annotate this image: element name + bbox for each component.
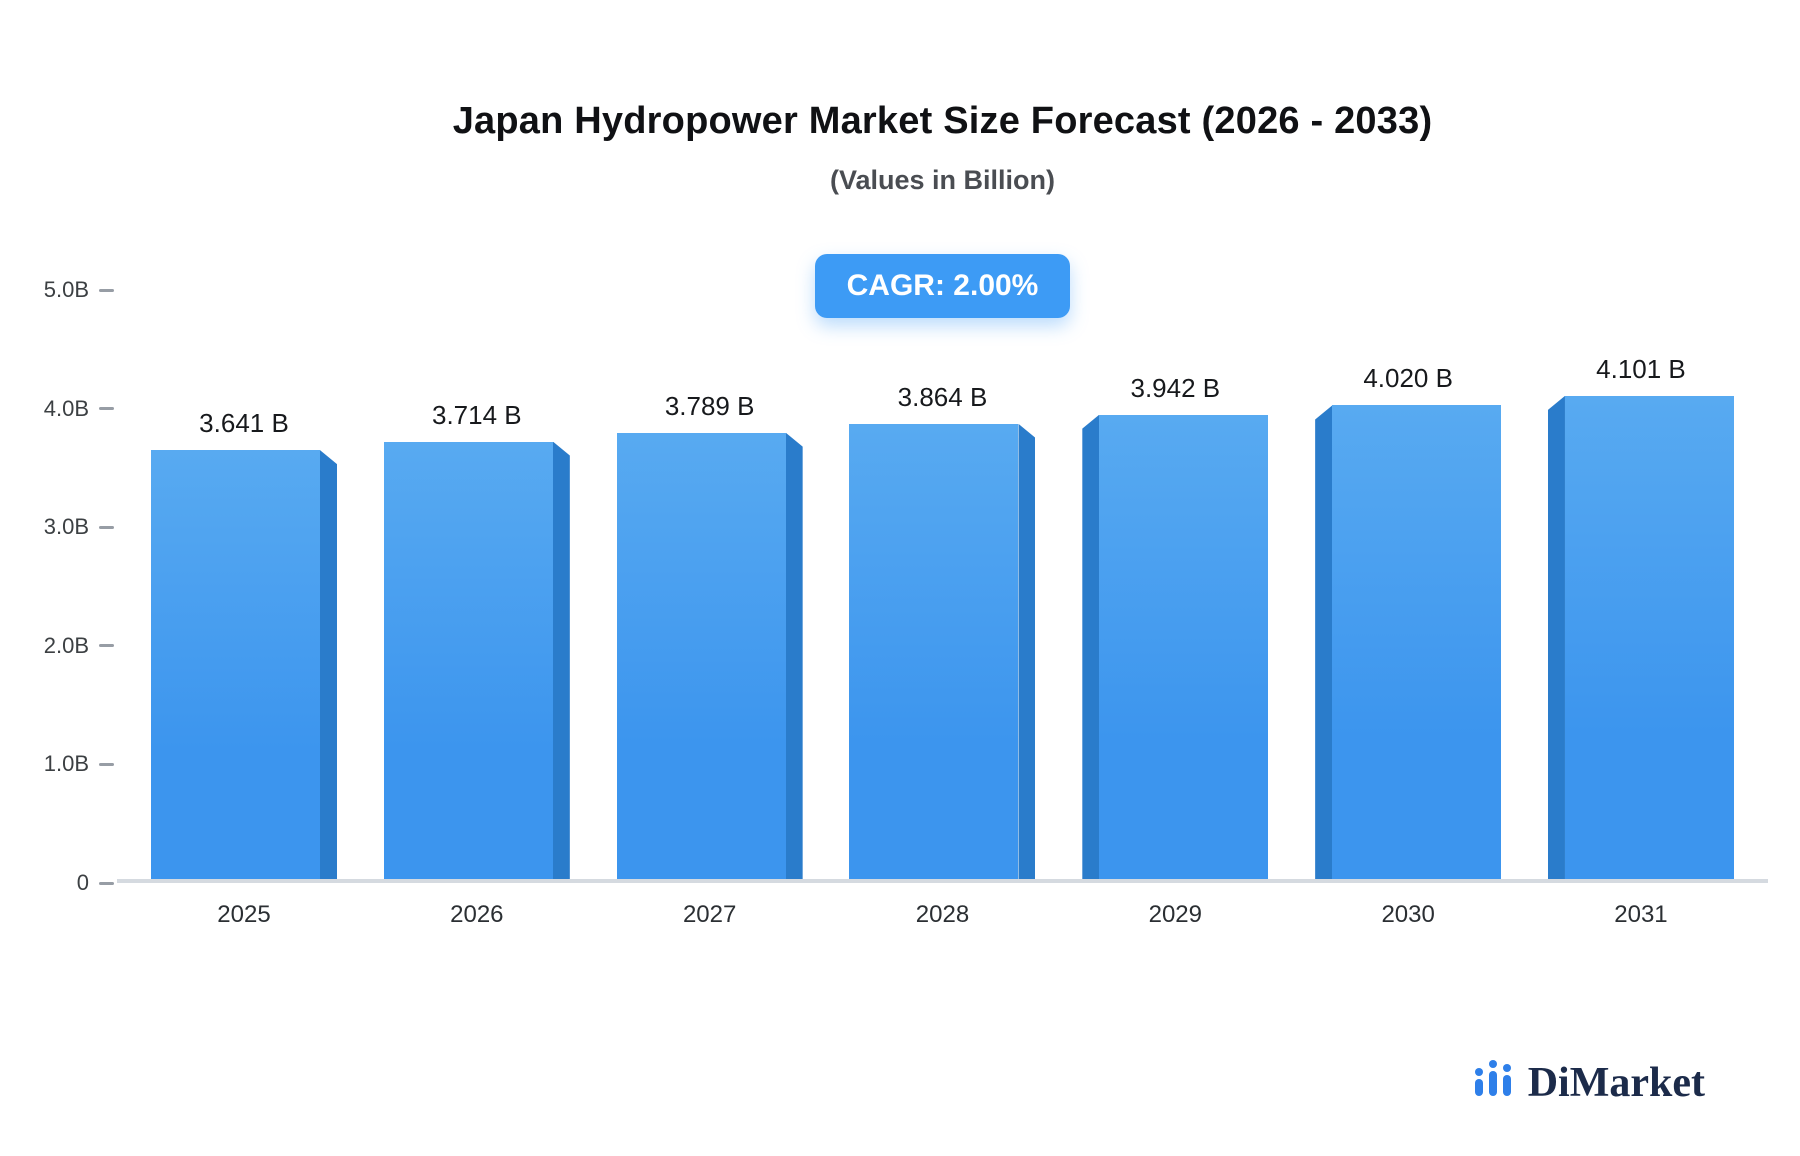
y-tick: 5.0B (44, 277, 114, 303)
bar-side-face (1547, 395, 1565, 879)
bar-side-face (1082, 414, 1100, 879)
y-tick-label: 0 (76, 870, 89, 895)
bar-side-face (320, 450, 337, 879)
bar-value-label: 3.714 B (432, 399, 522, 430)
bar-2026 (383, 441, 570, 879)
x-tick-2031: 2031 (1614, 901, 1668, 928)
x-tick-2029: 2029 (1148, 901, 1202, 928)
y-tick-label: 5.0B (43, 277, 89, 302)
bar-2031 (1547, 395, 1734, 879)
bar-side-face (1315, 405, 1333, 879)
bar-face (1332, 405, 1502, 879)
bar-group-2026: 3.714 B (383, 290, 570, 879)
bar-value-label: 3.864 B (897, 381, 988, 412)
bar-value-label: 4.020 B (1363, 363, 1453, 394)
y-tick-label: 4.0B (43, 395, 89, 421)
bar-2030 (1315, 405, 1502, 879)
y-tick-dash (99, 288, 114, 292)
cagr-badge-wrap: CAGR: 2.00% (117, 254, 1768, 318)
x-axis: 2025 2026 2027 2028 2029 2030 2031 (117, 901, 1768, 929)
y-tick: 1.0B (44, 751, 114, 777)
y-tick-dash (99, 525, 114, 529)
bar-face (383, 441, 553, 879)
bar-2028 (849, 423, 1036, 879)
y-tick-label: 3.0B (43, 514, 89, 540)
x-tick-2025: 2025 (217, 901, 271, 928)
y-tick: 4.0B (44, 396, 114, 422)
bar-group-2028: 3.864 B (849, 290, 1036, 879)
logo-wordmark: DiMarket (1527, 1060, 1705, 1106)
bar-2025 (151, 450, 337, 879)
cagr-badge: CAGR: 2.00% (814, 254, 1071, 318)
bar-group-2031: 4.101 B (1547, 290, 1734, 879)
bar-face (1564, 395, 1734, 879)
bar-value-label: 4.101 B (1596, 353, 1686, 384)
bar-value-label: 3.641 B (199, 408, 289, 439)
y-tick-dash (99, 762, 114, 766)
chart-header: Japan Hydropower Market Size Forecast (2… (117, 100, 1768, 196)
x-tick-2027: 2027 (682, 901, 737, 928)
bar-group-2029: 3.942 B (1082, 290, 1269, 879)
bar-side-face (552, 441, 570, 879)
y-axis: 5.0B 4.0B 3.0B 2.0B 1.0B 0 (14, 277, 114, 895)
bar-group-2025: 3.641 B (151, 290, 337, 879)
chart-title: Japan Hydropower Market Size Forecast (2… (452, 100, 1433, 142)
y-tick: 0 (77, 870, 114, 896)
bar-2027 (616, 432, 803, 879)
y-tick: 2.0B (44, 633, 114, 659)
chart-subtitle: (Values in Billion) (829, 165, 1056, 195)
plot-area: 3.641 B 3.714 B 3.789 B 3.864 B 3.942 B … (117, 290, 1768, 883)
bars-container: 3.641 B 3.714 B 3.789 B 3.864 B 3.942 B … (117, 290, 1768, 879)
x-tick-2026: 2026 (450, 901, 504, 928)
y-tick: 3.0B (44, 514, 114, 540)
bar-face (151, 450, 320, 879)
bar-side-face (785, 432, 803, 879)
y-tick-dash (99, 407, 114, 411)
bar-face (1099, 414, 1269, 879)
bar-face (849, 423, 1019, 879)
x-tick-2030: 2030 (1381, 901, 1435, 928)
bar-2029 (1082, 414, 1269, 879)
y-tick-dash (99, 881, 114, 885)
bar-chart-icon (1472, 1055, 1516, 1104)
bar-face (616, 432, 786, 879)
dimarket-logo: DiMarket (1472, 1055, 1705, 1104)
y-tick-dash (99, 644, 114, 648)
bar-value-label: 3.789 B (664, 390, 755, 421)
bar-value-label: 3.942 B (1130, 372, 1221, 403)
y-tick-label: 2.0B (43, 632, 89, 658)
bar-side-face (1018, 423, 1036, 879)
x-tick-2028: 2028 (915, 901, 970, 928)
bar-group-2027: 3.789 B (616, 290, 803, 879)
bar-group-2030: 4.020 B (1315, 290, 1502, 879)
y-tick-label: 1.0B (43, 751, 89, 777)
